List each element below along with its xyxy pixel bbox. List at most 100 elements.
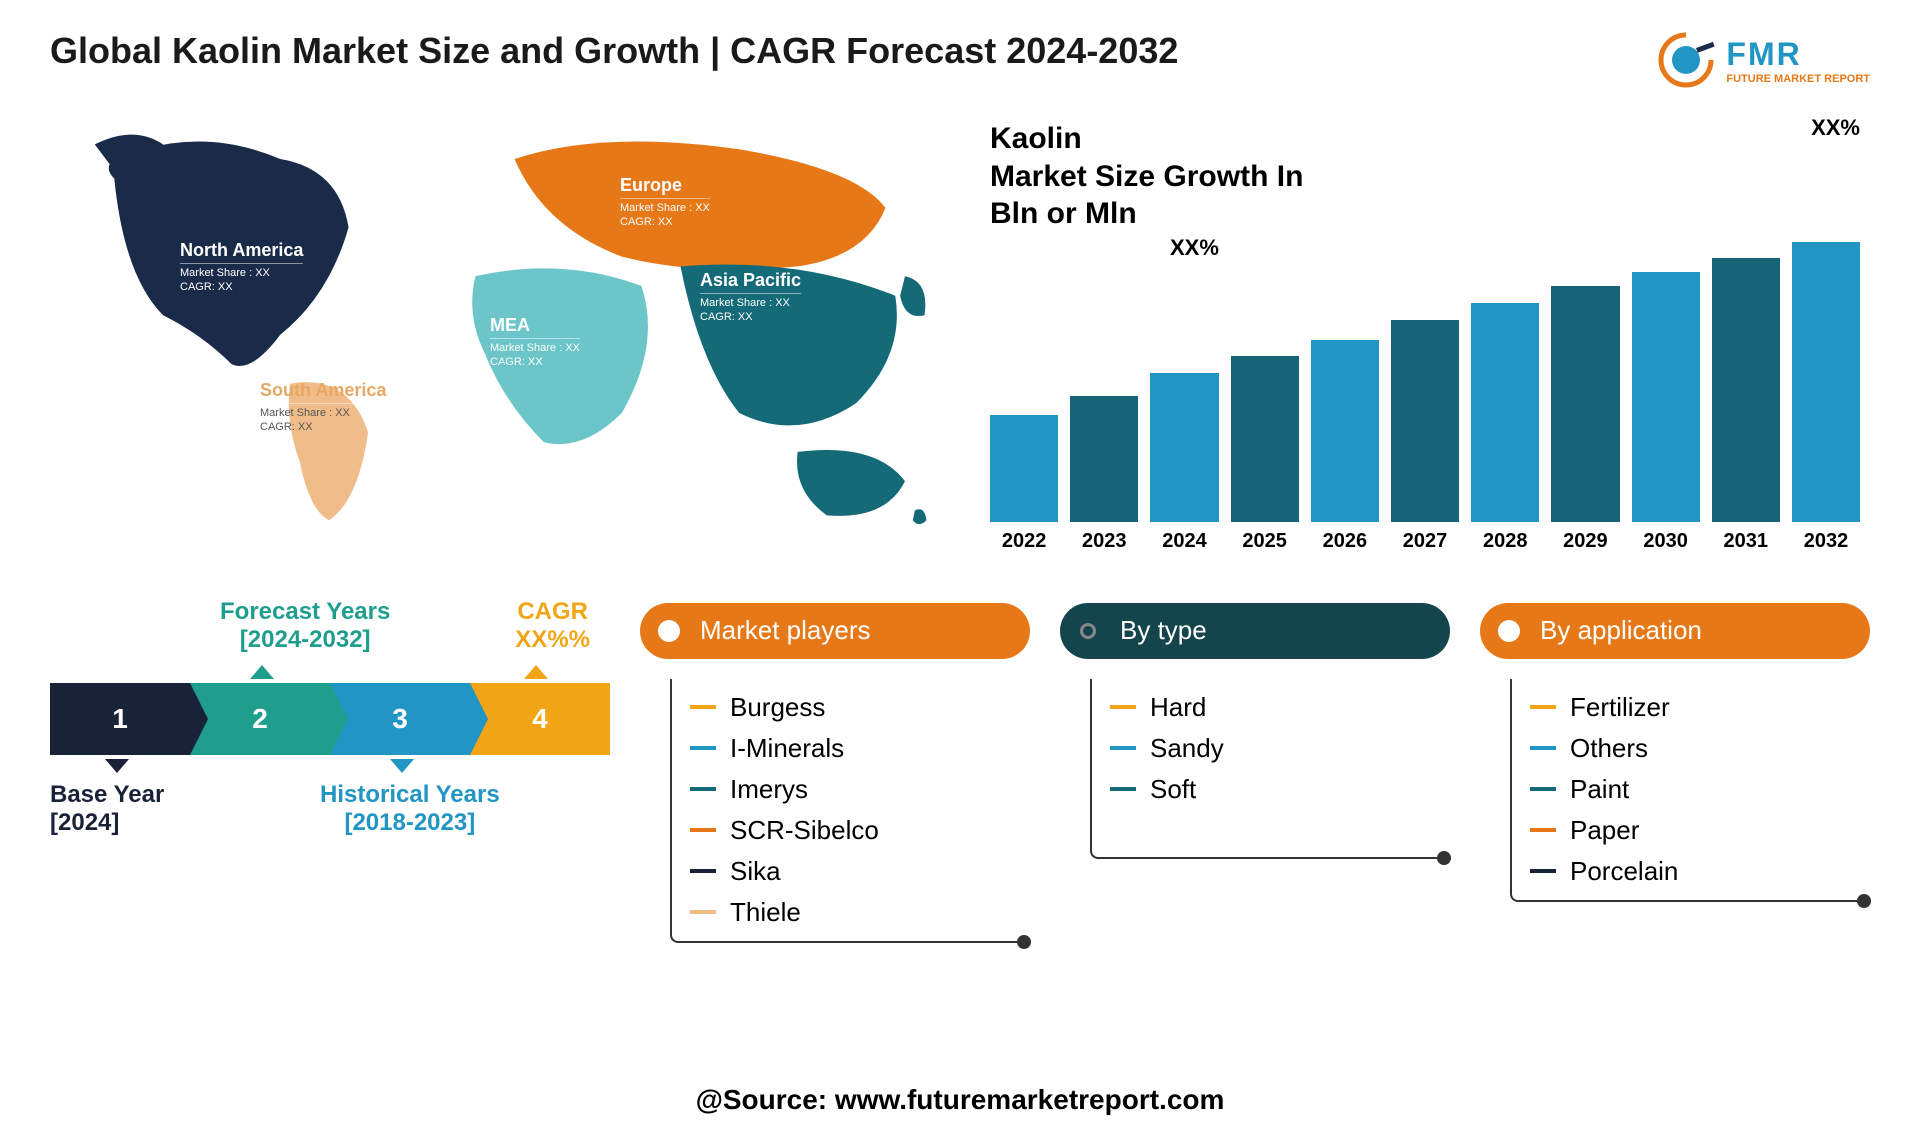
list-item: Imerys [672,769,1030,810]
header: Global Kaolin Market Size and Growth | C… [50,30,1870,90]
tick-icon [1110,787,1136,791]
bar [1391,320,1459,522]
by-type-column: By type Hard Sandy Soft [1060,603,1450,859]
timeline: 1 2 3 4 [50,683,610,755]
logo-main-text: FMR [1726,36,1870,73]
bar-2030: 2030 [1632,272,1700,552]
bar [1632,272,1700,521]
list-item-label: Burgess [730,692,825,723]
bar-2031: 2031 [1712,258,1780,552]
bar-2022: 2022 [990,415,1058,552]
by-type-list: Hard Sandy Soft [1090,679,1450,859]
bar [990,415,1058,521]
tick-icon [1530,787,1556,791]
list-item: Sandy [1092,728,1450,769]
tick-icon [1530,869,1556,873]
list-item: Soft [1092,769,1450,810]
bar [1471,303,1539,521]
region-europe: Europe Market Share : XX CAGR: XX [620,175,710,230]
bar-2024: 2024 [1150,373,1218,552]
bar-2028: 2028 [1471,303,1539,552]
fmr-logo-icon [1656,30,1716,90]
historical-note: Historical Years [2018-2023] [320,781,500,839]
bar-year-label: 2024 [1162,530,1207,553]
list-item: Burgess [672,687,1030,728]
bar-year-label: 2030 [1643,530,1688,553]
bar-year-label: 2023 [1082,530,1127,553]
by-application-list: Fertilizer Others Paint Paper Porcelain [1510,679,1870,902]
bar-2025: 2025 [1231,356,1299,552]
region-asia-pacific: Asia Pacific Market Share : XX CAGR: XX [700,270,801,325]
tick-icon [690,869,716,873]
tick-icon [690,787,716,791]
cagr-arrow-icon [524,665,548,679]
cagr-note: CAGR XX%% [515,598,590,656]
bar-year-label: 2031 [1724,530,1769,553]
bar [1070,396,1138,522]
bar-year-label: 2029 [1563,530,1608,553]
by-application-column: By application Fertilizer Others Paint Pape… [1480,603,1870,902]
list-item-label: Others [1570,733,1648,764]
list-item-label: Hard [1150,692,1206,723]
forecast-arrow-icon [250,665,274,679]
base-arrow-icon [105,759,129,773]
annot-2032: XX% [1811,115,1860,141]
bar [1311,340,1379,522]
tick-icon [1530,828,1556,832]
market-players-column: Market players Burgess I-Minerals Imerys SC… [640,603,1030,943]
bar-year-label: 2032 [1804,530,1849,553]
list-item: Fertilizer [1512,687,1870,728]
timeline-seg-2: 2 [190,683,330,755]
list-item: Hard [1092,687,1450,728]
dot-icon [658,620,680,642]
list-item-label: Fertilizer [1570,692,1670,723]
logo-sub-text: FUTURE MARKET REPORT [1726,73,1870,85]
list-item: Sika [672,851,1030,892]
bar [1792,242,1860,522]
bar-2029: 2029 [1551,286,1619,552]
timeline-seg-1: 1 [50,683,190,755]
list-item-label: Imerys [730,774,808,805]
market-players-list: Burgess I-Minerals Imerys SCR-Sibelco Sika Th… [670,679,1030,943]
list-item: Thiele [672,892,1030,933]
base-note: Base Year [2024] [50,781,164,839]
bar-year-label: 2022 [1002,530,1047,553]
list-item: Paint [1512,769,1870,810]
tick-icon [1530,705,1556,709]
tick-icon [1110,705,1136,709]
market-players-header: Market players [640,603,1030,659]
by-application-header: By application [1480,603,1870,659]
by-type-header: By type [1060,603,1450,659]
bar [1712,258,1780,521]
logo: FMR FUTURE MARKET REPORT [1656,30,1870,90]
bar-year-label: 2025 [1242,530,1287,553]
list-item-label: Paper [1570,815,1639,846]
page-title: Global Kaolin Market Size and Growth | C… [50,30,1178,72]
list-item-label: SCR-Sibelco [730,815,879,846]
list-item: I-Minerals [672,728,1030,769]
list-item-label: Soft [1150,774,1196,805]
ring-icon [1080,623,1096,639]
list-item-label: Thiele [730,897,801,928]
list-item: SCR-Sibelco [672,810,1030,851]
tick-icon [690,910,716,914]
tick-icon [1530,746,1556,750]
historical-arrow-icon [390,759,414,773]
bar-year-label: 2028 [1483,530,1528,553]
bar-2032: 2032 [1792,242,1860,553]
growth-chart: Kaolin Market Size Growth In Bln or Mln … [980,120,1870,553]
list-item-label: I-Minerals [730,733,844,764]
tick-icon [1110,746,1136,750]
region-south-america: South America Market Share : XX CAGR: XX [260,380,386,435]
list-item-label: Porcelain [1570,856,1678,887]
region-mea: MEA Market Share : XX CAGR: XX [490,315,580,370]
bar-year-label: 2027 [1403,530,1448,553]
list-item: Others [1512,728,1870,769]
tick-icon [690,746,716,750]
bar [1551,286,1619,521]
bar [1150,373,1218,521]
tick-icon [690,705,716,709]
bar-year-label: 2026 [1323,530,1368,553]
bar-2026: 2026 [1311,340,1379,553]
timeline-seg-3: 3 [330,683,470,755]
